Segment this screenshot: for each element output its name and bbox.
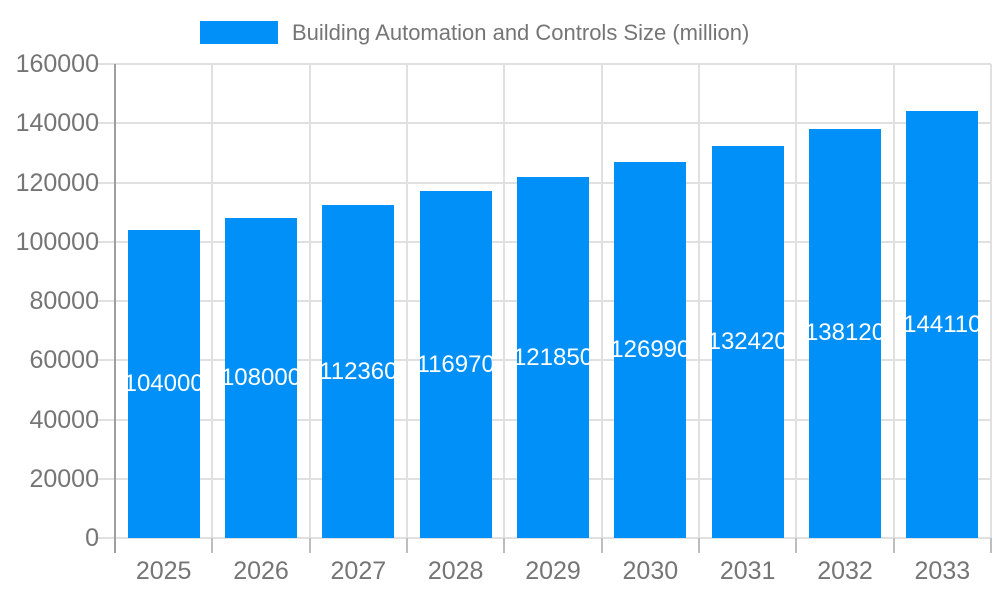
y-axis-tick-label: 140000: [15, 109, 99, 138]
x-axis-tick-label: 2026: [233, 557, 289, 585]
x-axis-tick: [211, 538, 214, 553]
legend-swatch[interactable]: [200, 21, 278, 44]
bar-value-label: 121850: [517, 343, 589, 371]
x-axis-tick-label: 2029: [525, 557, 581, 585]
bar[interactable]: 112360: [322, 205, 395, 538]
y-axis-tick-label: 160000: [15, 50, 99, 78]
bar-value-label: 108000: [225, 364, 297, 392]
bar[interactable]: 116970: [419, 191, 492, 538]
gridline-vertical: [406, 64, 408, 538]
x-axis-tick: [892, 538, 895, 553]
x-axis-tick-label: 2025: [135, 557, 192, 585]
x-axis-tick-label: 2031: [719, 557, 776, 585]
gridline-vertical: [503, 64, 506, 538]
bar-value-label: 144110: [906, 310, 979, 338]
x-axis-tick: [503, 538, 506, 553]
x-axis-tick-label: 2033: [914, 557, 971, 585]
gridline-vertical: [211, 64, 214, 538]
gridline-vertical: [308, 64, 311, 538]
bar-value-label: 132420: [711, 327, 784, 355]
gridline-horizontal: [97, 63, 991, 65]
x-axis-tick: [990, 538, 992, 553]
x-axis-tick: [795, 538, 798, 553]
bar[interactable]: 132420: [711, 145, 784, 538]
gridline-vertical: [990, 64, 992, 538]
y-axis-tick-label: 40000: [29, 405, 99, 434]
x-axis-tick: [308, 538, 311, 553]
y-axis-tick-label: 120000: [15, 168, 99, 197]
bar-value-label: 104000: [127, 369, 200, 397]
gridline-horizontal: [97, 122, 991, 125]
bar-value-label: 112360: [322, 357, 395, 385]
legend-label[interactable]: Building Automation and Controls Size (m…: [292, 20, 750, 45]
bar-value-label: 126990: [614, 335, 687, 363]
gridline-horizontal: [97, 537, 991, 539]
gridline-vertical: [795, 64, 798, 538]
gridline-vertical: [892, 64, 895, 538]
y-axis-tick-label: 80000: [29, 287, 99, 315]
x-axis-tick-label: 2030: [622, 557, 679, 585]
x-axis-tick-label: 2032: [817, 557, 873, 585]
x-axis-tick: [698, 538, 700, 553]
bar[interactable]: 138120: [809, 128, 881, 538]
gridline-vertical: [600, 64, 603, 538]
y-axis-tick-label: 20000: [29, 464, 99, 493]
x-axis-tick-label: 2027: [330, 557, 387, 585]
x-axis-tick: [600, 538, 603, 553]
bar[interactable]: 126990: [614, 161, 687, 538]
gridline-vertical: [698, 64, 700, 538]
bar-value-label: 116970: [419, 350, 492, 378]
y-axis-tick-label: 60000: [29, 346, 99, 375]
x-axis-tick-label: 2028: [427, 557, 484, 585]
bar[interactable]: 144110: [906, 111, 979, 538]
bar[interactable]: 104000: [127, 229, 200, 538]
bar[interactable]: 121850: [517, 177, 589, 538]
bar-value-label: 138120: [809, 319, 881, 347]
y-axis-tick-label: 0: [85, 524, 99, 552]
y-axis-tick-label: 100000: [15, 227, 99, 256]
bar[interactable]: 108000: [225, 218, 297, 538]
x-axis-tick: [406, 538, 408, 553]
y-axis-line: [114, 64, 116, 553]
